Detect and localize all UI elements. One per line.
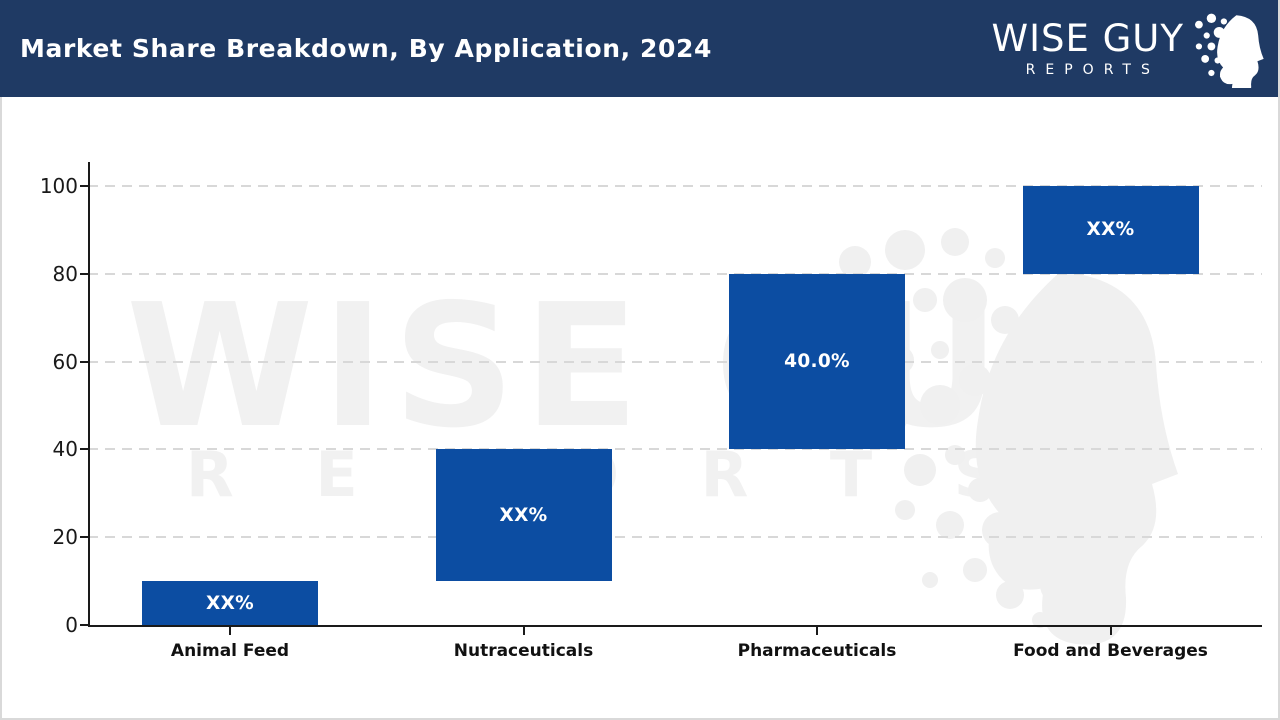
gridline-y80: [88, 272, 1262, 275]
bar-value-label: 40.0%: [784, 351, 850, 373]
y-tick-80: [80, 272, 88, 275]
y-tick-label: 0: [65, 613, 78, 637]
gridline-y60: [88, 360, 1262, 363]
gridline-y20: [88, 536, 1262, 539]
x-category-label: Nutraceuticals: [453, 641, 594, 661]
chart-title: Market Share Breakdown, By Application, …: [20, 34, 713, 63]
brand-logo: WISE GUY REPORTS: [992, 8, 1266, 88]
brand-logo-text: WISE GUY REPORTS: [991, 17, 1184, 79]
card-border-left: [0, 97, 2, 720]
x-tick-1: [522, 627, 525, 635]
y-tick-0: [80, 624, 88, 626]
x-category-label: Animal Feed: [170, 641, 290, 661]
x-category-label: Pharmaceuticals: [737, 641, 897, 661]
y-axis-spine: [88, 162, 90, 627]
gridline-y40: [88, 448, 1262, 451]
y-tick-100: [80, 185, 88, 187]
y-tick-60: [80, 360, 88, 363]
brand-name: WISE GUY: [991, 17, 1184, 60]
x-tick-0: [229, 627, 231, 635]
card-border-bottom: [0, 718, 1280, 720]
bar-food-and-beverages: XX%: [1022, 186, 1199, 274]
x-axis-spine: [88, 625, 1262, 627]
y-tick-20: [80, 536, 88, 539]
x-tick-2: [816, 627, 818, 635]
x-category-label: Food and Beverages: [1013, 641, 1208, 661]
brand-head-icon: [1195, 13, 1264, 88]
gridline-y100: [88, 185, 1262, 187]
bar-nutraceuticals: XX%: [435, 449, 612, 582]
y-tick-40: [80, 448, 88, 451]
bar-value-label: XX%: [206, 592, 254, 614]
bar-value-label: XX%: [1086, 219, 1135, 241]
x-tick-3: [1109, 627, 1112, 635]
card-border-right: [1278, 0, 1280, 720]
y-tick-label: 60: [52, 349, 78, 374]
bar-animal-feed: XX%: [142, 581, 318, 625]
brand-subtitle: REPORTS: [1025, 62, 1160, 78]
y-tick-label: 80: [52, 261, 78, 286]
y-tick-label: 20: [52, 525, 78, 550]
bar-value-label: XX%: [499, 504, 548, 526]
bar-pharmaceuticals: 40.0%: [729, 273, 905, 450]
y-tick-label: 100: [39, 174, 78, 198]
y-tick-label: 40: [52, 437, 78, 462]
header-bar: Market Share Breakdown, By Application, …: [0, 0, 1280, 97]
